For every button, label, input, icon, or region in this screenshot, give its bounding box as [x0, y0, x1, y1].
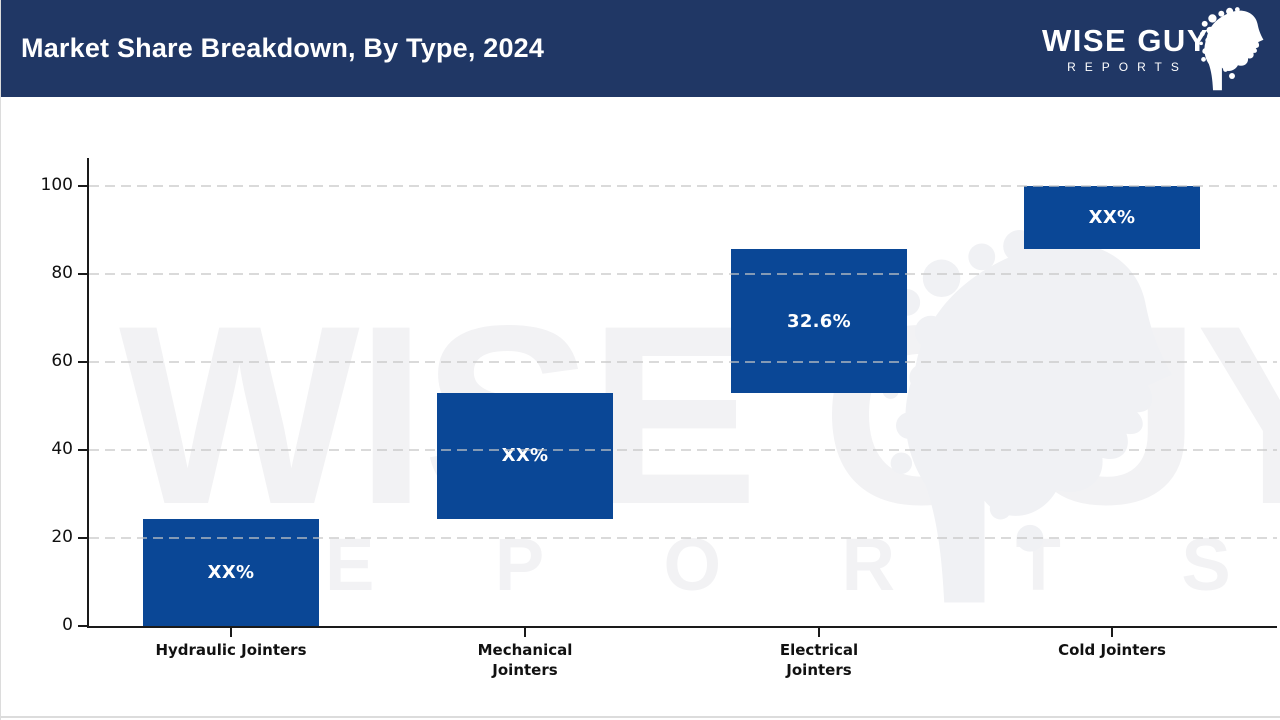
y-tick-label-40: 40 [51, 439, 73, 459]
bar-value-label-0: XX% [207, 562, 255, 584]
logo-text: WISE GUY REPORTS [1042, 25, 1209, 73]
bar-2: 32.6% [731, 249, 907, 393]
y-tick-20 [78, 537, 87, 539]
y-tick-label-60: 60 [51, 351, 73, 371]
gridline-y-20 [89, 537, 1277, 539]
x-axis-spine [87, 626, 1277, 628]
y-tick-0 [78, 625, 87, 627]
x-tick-3 [1111, 628, 1113, 637]
y-tick-40 [78, 449, 87, 451]
x-tick-1 [524, 628, 526, 637]
gridline-y-40 [89, 449, 1277, 451]
chart-title: Market Share Breakdown, By Type, 2024 [21, 33, 545, 63]
y-tick-label-0: 0 [62, 615, 73, 635]
x-axis-category-label-2: Electrical Jointers [779, 641, 859, 680]
y-tick-80 [78, 273, 87, 275]
gridline-y-60 [89, 361, 1277, 363]
x-tick-2 [818, 628, 820, 637]
bar-0: XX% [143, 519, 319, 626]
y-tick-label-20: 20 [51, 527, 73, 547]
gridline-y-80 [89, 273, 1277, 275]
y-tick-100 [78, 185, 87, 187]
wise-guy-reports-logo: WISE GUY REPORTS [1042, 6, 1269, 92]
y-tick-label-100: 100 [40, 175, 73, 195]
logo-subtitle: REPORTS [1067, 59, 1188, 74]
watermark-face-icon [882, 227, 1173, 603]
y-tick-label-80: 80 [51, 263, 73, 283]
logo-wordmark: WISE GUY [1041, 22, 1209, 58]
bar-value-label-2: 32.6% [787, 310, 851, 332]
gridline-y-100 [89, 185, 1277, 187]
bar-1: XX% [437, 392, 613, 520]
bar-3: XX% [1024, 186, 1200, 250]
bottom-border-line [1, 716, 1280, 718]
y-tick-60 [78, 361, 87, 363]
header-bar: Market Share Breakdown, By Type, 2024 WI… [1, 0, 1280, 97]
x-axis-category-label-1: Mechanical Jointers [477, 641, 573, 680]
watermark-subtitle: R E P O R T S [151, 523, 1280, 606]
x-axis-category-label-0: Hydraulic Jointers [155, 641, 307, 659]
x-tick-0 [230, 628, 232, 637]
bar-value-label-3: XX% [1088, 207, 1136, 229]
y-axis-spine [87, 158, 89, 628]
x-axis-category-label-3: Cold Jointers [1058, 641, 1166, 659]
